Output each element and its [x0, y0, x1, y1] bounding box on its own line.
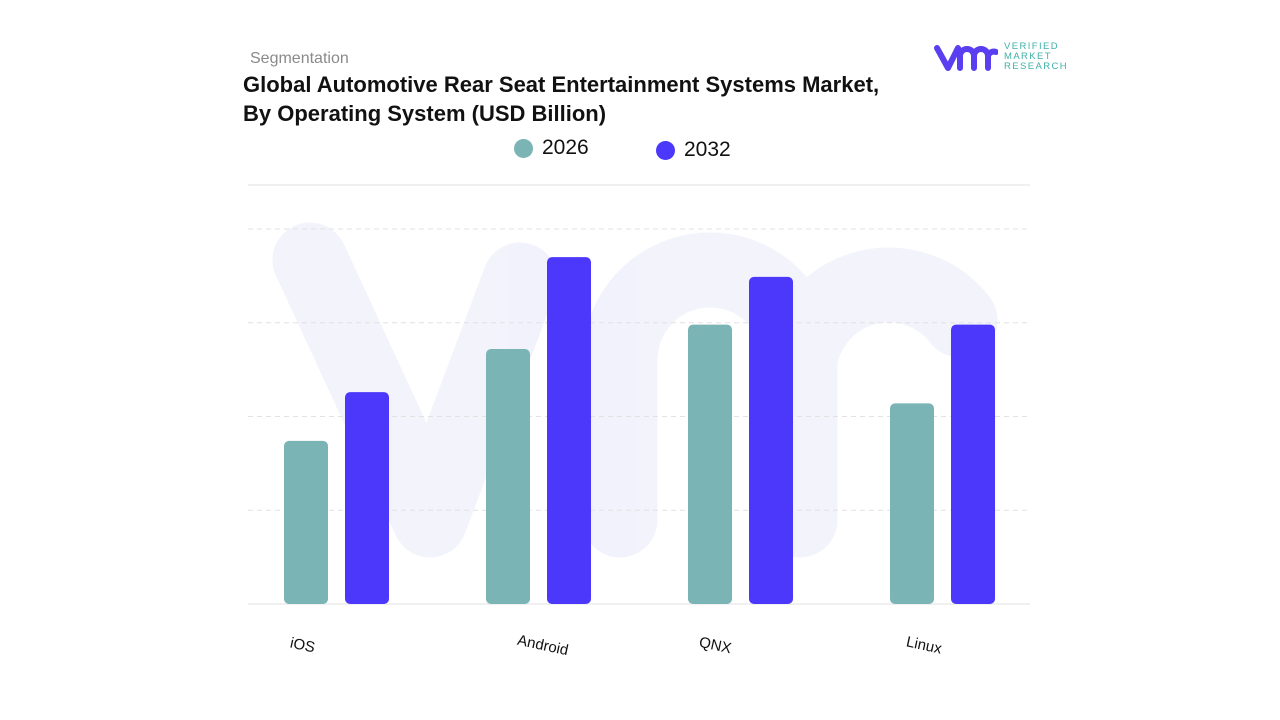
- vmr-logo-icon: [934, 45, 998, 71]
- bar-android-2026: [486, 349, 530, 604]
- legend-dot-2026: [514, 138, 533, 158]
- bar-linux-2026: [890, 403, 934, 604]
- logo: VERIFIED MARKET RESEARCH: [934, 42, 1068, 72]
- bar-ios-2032: [345, 392, 389, 604]
- legend-item-2032: 2032: [656, 138, 731, 162]
- logo-line: MARKET: [1004, 51, 1052, 62]
- watermark: [272, 222, 998, 558]
- legend-item-2026: 2026: [514, 136, 589, 160]
- bar-qnx-2026: [688, 324, 732, 604]
- legend-label: 2032: [684, 138, 731, 161]
- bar-ios-2026: [284, 440, 328, 604]
- legend-dot-2032: [656, 140, 675, 160]
- logo-text: VERIFIED MARKET RESEARCH: [1004, 42, 1068, 72]
- logo-line: VERIFIED: [1004, 41, 1060, 52]
- legend-label: 2026: [542, 136, 589, 159]
- bar-android-2032: [547, 257, 591, 604]
- segment-label: Segmentation: [250, 50, 349, 67]
- chart-title: Global Automotive Rear Seat Entertainmen…: [243, 72, 880, 126]
- bar-linux-2032: [951, 324, 995, 604]
- logo-line: RESEARCH: [1004, 61, 1068, 72]
- bar-qnx-2032: [749, 276, 793, 604]
